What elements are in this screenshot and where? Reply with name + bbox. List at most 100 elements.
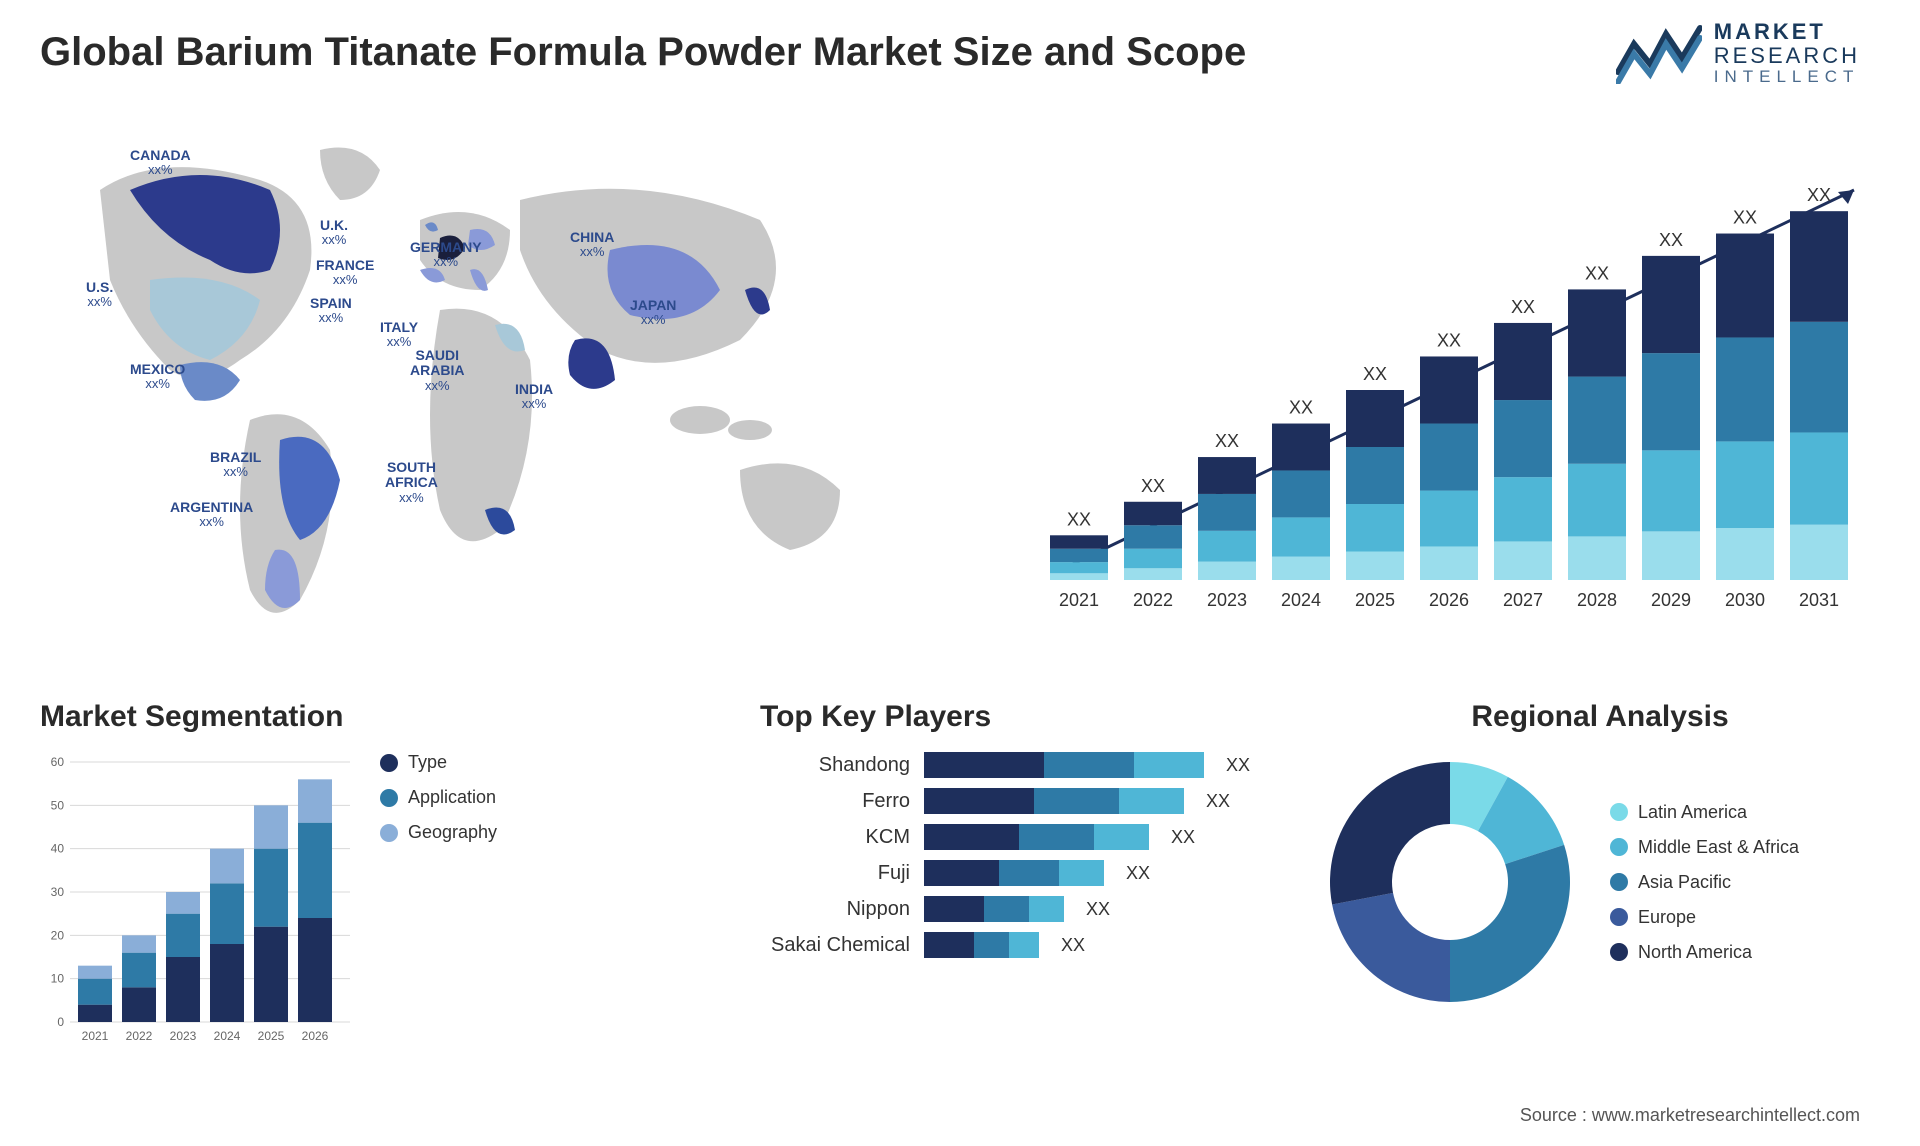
- svg-text:2027: 2027: [1503, 590, 1543, 610]
- legend-label: Latin America: [1638, 802, 1747, 823]
- svg-text:2025: 2025: [258, 1029, 285, 1043]
- player-row: Fuji XX: [760, 860, 1280, 886]
- svg-text:2025: 2025: [1355, 590, 1395, 610]
- svg-text:2031: 2031: [1799, 590, 1839, 610]
- svg-text:2026: 2026: [1429, 590, 1469, 610]
- player-bar-segment: [924, 860, 999, 886]
- svg-text:30: 30: [51, 885, 65, 899]
- svg-text:XX: XX: [1215, 431, 1239, 451]
- player-row: ShandongXX: [760, 752, 1280, 778]
- legend-swatch: [1610, 838, 1628, 856]
- svg-text:2029: 2029: [1651, 590, 1691, 610]
- player-bar-segment: [924, 752, 1044, 778]
- legend-label: North America: [1638, 942, 1752, 963]
- player-value: XX: [1126, 863, 1150, 884]
- seg-legend-item: Application: [380, 787, 497, 808]
- svg-text:XX: XX: [1067, 509, 1091, 529]
- legend-swatch: [380, 824, 398, 842]
- regional-legend-item: Latin America: [1610, 802, 1799, 823]
- svg-text:2030: 2030: [1725, 590, 1765, 610]
- world-map: CANADAxx%U.S.xx%MEXICOxx%BRAZILxx%ARGENT…: [40, 130, 960, 660]
- legend-label: Type: [408, 752, 447, 773]
- svg-text:2021: 2021: [82, 1029, 109, 1043]
- player-value: XX: [1206, 791, 1230, 812]
- players-panel: Top Key Players ShandongXXFerroXXKCMXXFu…: [760, 700, 1280, 968]
- source-attribution: Source : www.marketresearchintellect.com: [1520, 1105, 1860, 1126]
- world-map-svg: [40, 130, 960, 660]
- svg-text:XX: XX: [1363, 364, 1387, 384]
- player-bar-segment: [924, 824, 1019, 850]
- map-label-brazil: BRAZILxx%: [210, 450, 261, 480]
- player-bar-segment: [1094, 824, 1149, 850]
- players-title: Top Key Players: [760, 700, 1280, 734]
- svg-text:XX: XX: [1437, 330, 1461, 350]
- legend-swatch: [1610, 873, 1628, 891]
- svg-text:2023: 2023: [170, 1029, 197, 1043]
- donut-slice: [1450, 845, 1570, 1002]
- player-value: XX: [1226, 755, 1250, 776]
- player-name: Fuji: [760, 862, 910, 885]
- map-label-china: CHINAxx%: [570, 230, 614, 260]
- map-label-mexico: MEXICOxx%: [130, 362, 185, 392]
- player-bar-segment: [1029, 896, 1064, 922]
- player-bar-segment: [1019, 824, 1094, 850]
- player-bar-segment: [1119, 788, 1184, 814]
- seg-legend-item: Type: [380, 752, 497, 773]
- svg-text:XX: XX: [1289, 398, 1313, 418]
- legend-label: Application: [408, 787, 496, 808]
- map-label-japan: JAPANxx%: [630, 298, 676, 328]
- svg-text:2022: 2022: [1133, 590, 1173, 610]
- svg-text:50: 50: [51, 798, 65, 812]
- player-bar: [924, 860, 1104, 886]
- player-bar-segment: [984, 896, 1029, 922]
- map-label-germany: GERMANYxx%: [410, 240, 482, 270]
- player-bar-segment: [1044, 752, 1134, 778]
- player-bar: [924, 752, 1204, 778]
- map-mexico: [180, 362, 240, 401]
- map-label-italy: ITALYxx%: [380, 320, 418, 350]
- svg-text:2021: 2021: [1059, 590, 1099, 610]
- svg-text:2024: 2024: [214, 1029, 241, 1043]
- logo-text-2: RESEARCH: [1714, 44, 1860, 68]
- map-label-u-k-: U.K.xx%: [320, 218, 348, 248]
- legend-label: Geography: [408, 822, 497, 843]
- player-name: KCM: [760, 826, 910, 849]
- svg-text:2024: 2024: [1281, 590, 1321, 610]
- player-bar-segment: [999, 860, 1059, 886]
- svg-text:XX: XX: [1511, 297, 1535, 317]
- svg-text:XX: XX: [1733, 208, 1757, 228]
- segmentation-panel: Market Segmentation 01020304050602021202…: [40, 700, 580, 1052]
- map-label-canada: CANADAxx%: [130, 148, 191, 178]
- donut-slice: [1330, 762, 1450, 904]
- player-bar: [924, 788, 1184, 814]
- regional-panel: Regional Analysis Latin AmericaMiddle Ea…: [1320, 700, 1880, 1012]
- map-label-south-africa: SOUTHAFRICAxx%: [385, 460, 438, 505]
- regional-legend-item: Asia Pacific: [1610, 872, 1799, 893]
- logo-mark-icon: [1616, 24, 1702, 84]
- regional-donut-chart: [1320, 752, 1580, 1012]
- player-bar-segment: [1034, 788, 1119, 814]
- player-bar-segment: [924, 896, 984, 922]
- player-name: Ferro: [760, 790, 910, 813]
- player-value: XX: [1171, 827, 1195, 848]
- map-label-india: INDIAxx%: [515, 382, 553, 412]
- svg-text:2026: 2026: [302, 1029, 329, 1043]
- svg-text:XX: XX: [1585, 263, 1609, 283]
- regional-legend: Latin America Middle East & Africa Asia Pa…: [1610, 802, 1799, 963]
- player-bar-segment: [924, 932, 974, 958]
- main-growth-chart: XX 2021 XX 2022 XX 2023 XX 2024 XX 2025 XX 2026 XX 20…: [1030, 140, 1860, 650]
- svg-text:2023: 2023: [1207, 590, 1247, 610]
- map-label-france: FRANCExx%: [316, 258, 374, 288]
- segmentation-title: Market Segmentation: [40, 700, 580, 734]
- svg-text:XX: XX: [1659, 230, 1683, 250]
- legend-label: Middle East & Africa: [1638, 837, 1799, 858]
- player-bar-segment: [924, 788, 1034, 814]
- player-row: Ferro XX: [760, 788, 1280, 814]
- regional-legend-item: Middle East & Africa: [1610, 837, 1799, 858]
- svg-text:0: 0: [57, 1015, 64, 1029]
- legend-swatch: [1610, 803, 1628, 821]
- players-chart: ShandongXXFerroXXKCMXXFujiXXNipponXXSaka…: [760, 752, 1280, 958]
- map-label-spain: SPAINxx%: [310, 296, 352, 326]
- legend-swatch: [1610, 908, 1628, 926]
- svg-text:2022: 2022: [126, 1029, 153, 1043]
